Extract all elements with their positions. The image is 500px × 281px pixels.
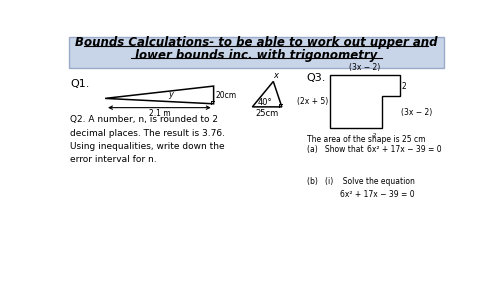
- Bar: [68, 37, 444, 68]
- Text: y: y: [168, 90, 173, 99]
- Text: (a)   Show that: (a) Show that: [306, 145, 363, 154]
- Text: Bounds Calculations- to be able to work out upper and: Bounds Calculations- to be able to work …: [75, 37, 438, 49]
- Text: 2: 2: [401, 81, 406, 90]
- Text: 40°: 40°: [258, 98, 272, 107]
- Text: (2x + 5): (2x + 5): [297, 97, 328, 106]
- Text: 25cm: 25cm: [256, 109, 278, 118]
- Text: The area of the shape is 25 cm: The area of the shape is 25 cm: [306, 135, 425, 144]
- Text: Q1.: Q1.: [70, 79, 89, 89]
- Text: (3x − 2): (3x − 2): [349, 63, 380, 72]
- Text: Q2. A number, n, is rounded to 2
decimal places. The result is 3.76.
Using inequ: Q2. A number, n, is rounded to 2 decimal…: [70, 115, 225, 164]
- Text: 2: 2: [373, 133, 376, 138]
- Text: x: x: [273, 71, 278, 80]
- Text: Q3.: Q3.: [306, 73, 326, 83]
- Text: 6x² + 17x − 39 = 0: 6x² + 17x − 39 = 0: [367, 145, 442, 154]
- Text: lower bounds inc. with trigonometry: lower bounds inc. with trigonometry: [135, 49, 378, 62]
- Text: (3x − 2): (3x − 2): [401, 108, 432, 117]
- Text: 2.1 m: 2.1 m: [148, 109, 170, 118]
- Text: .: .: [377, 135, 380, 144]
- Text: 6x² + 17x − 39 = 0: 6x² + 17x − 39 = 0: [340, 190, 414, 199]
- Text: (b)   (i)    Solve the equation: (b) (i) Solve the equation: [306, 177, 414, 186]
- Text: 20cm: 20cm: [215, 91, 236, 100]
